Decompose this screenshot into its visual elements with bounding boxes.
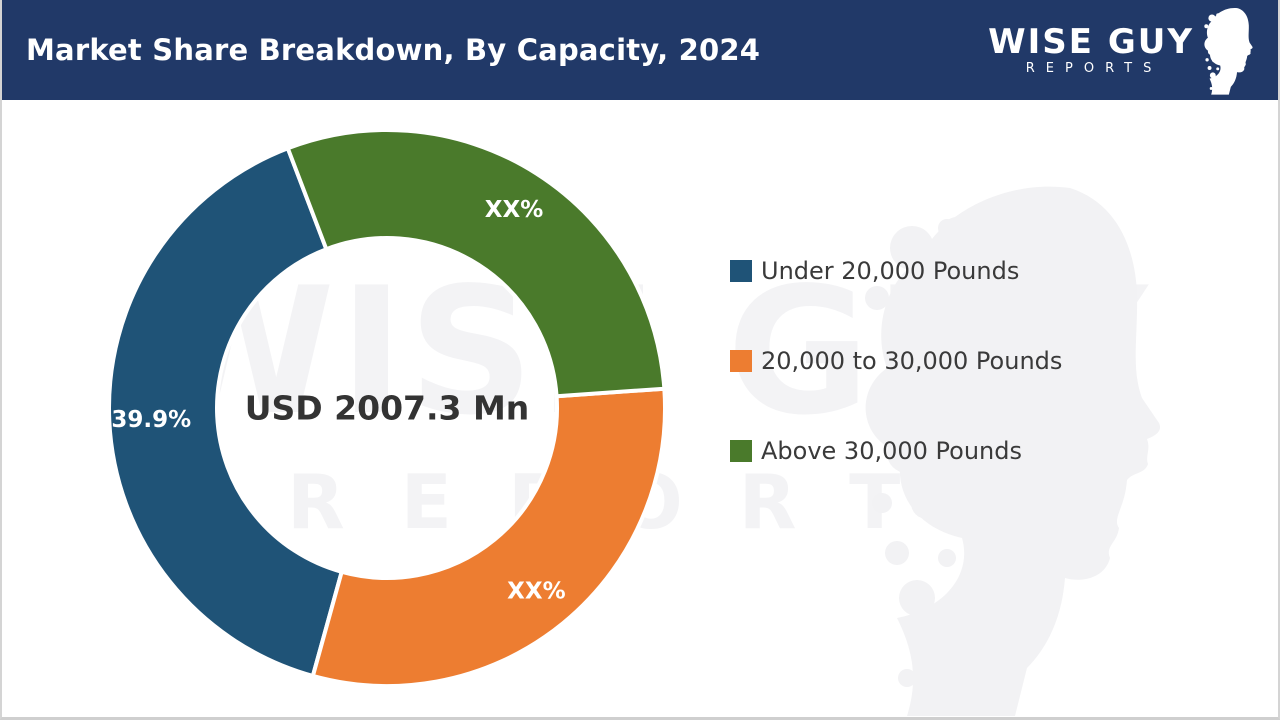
chart-canvas: WISE GUY REPORTS 39.9%XX%XX% USD 2007.3 … — [2, 100, 1278, 717]
legend-label: Under 20,000 Pounds — [761, 257, 1020, 285]
slice-pct-label-1: XX% — [507, 579, 566, 605]
donut-chart: 39.9% XX% XX% — [107, 128, 667, 688]
center-value: USD 2007.3 Mn — [244, 388, 530, 428]
brand-logo: WISE GUY REPORTS — [988, 5, 1262, 95]
page-title: Market Share Breakdown, By Capacity, 202… — [26, 33, 761, 67]
legend-label: 20,000 to 30,000 Pounds — [761, 347, 1063, 375]
pie-slice-1 — [310, 386, 667, 688]
legend-item-above-30000: Above 30,000 Pounds — [730, 437, 1062, 465]
legend: Under 20,000 Pounds 20,000 to 30,000 Pou… — [730, 257, 1063, 530]
slice-pct-label-0: 39.9% — [111, 407, 191, 433]
legend-swatch-orange — [730, 350, 752, 372]
legend-swatch-blue — [730, 260, 752, 282]
logo-wordmark: WISE GUY — [988, 22, 1194, 62]
header-bar: Market Share Breakdown, By Capacity, 202… — [2, 0, 1278, 100]
legend-item-under-20000: Under 20,000 Pounds — [730, 257, 1062, 285]
logo-head-icon — [1198, 5, 1262, 95]
legend-swatch-green — [730, 440, 752, 462]
legend-label: Above 30,000 Pounds — [761, 437, 1022, 465]
logo-subtitle: REPORTS — [1025, 61, 1163, 76]
legend-item-20000-to-30000: 20,000 to 30,000 Pounds — [730, 347, 1063, 375]
pie-slice-0 — [107, 146, 344, 678]
logo-text: WISE GUY REPORTS — [988, 25, 1194, 75]
pie-slice-2 — [285, 128, 667, 399]
slice-pct-label-2: XX% — [485, 197, 544, 223]
